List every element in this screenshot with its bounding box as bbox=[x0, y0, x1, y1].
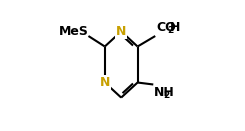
Text: N: N bbox=[100, 76, 110, 89]
Text: H: H bbox=[170, 21, 181, 34]
Text: 2: 2 bbox=[163, 91, 169, 100]
Text: CO: CO bbox=[157, 21, 176, 34]
Text: NH: NH bbox=[154, 86, 175, 99]
Text: 2: 2 bbox=[167, 26, 173, 35]
Text: MeS: MeS bbox=[59, 25, 89, 38]
Text: N: N bbox=[116, 25, 126, 38]
